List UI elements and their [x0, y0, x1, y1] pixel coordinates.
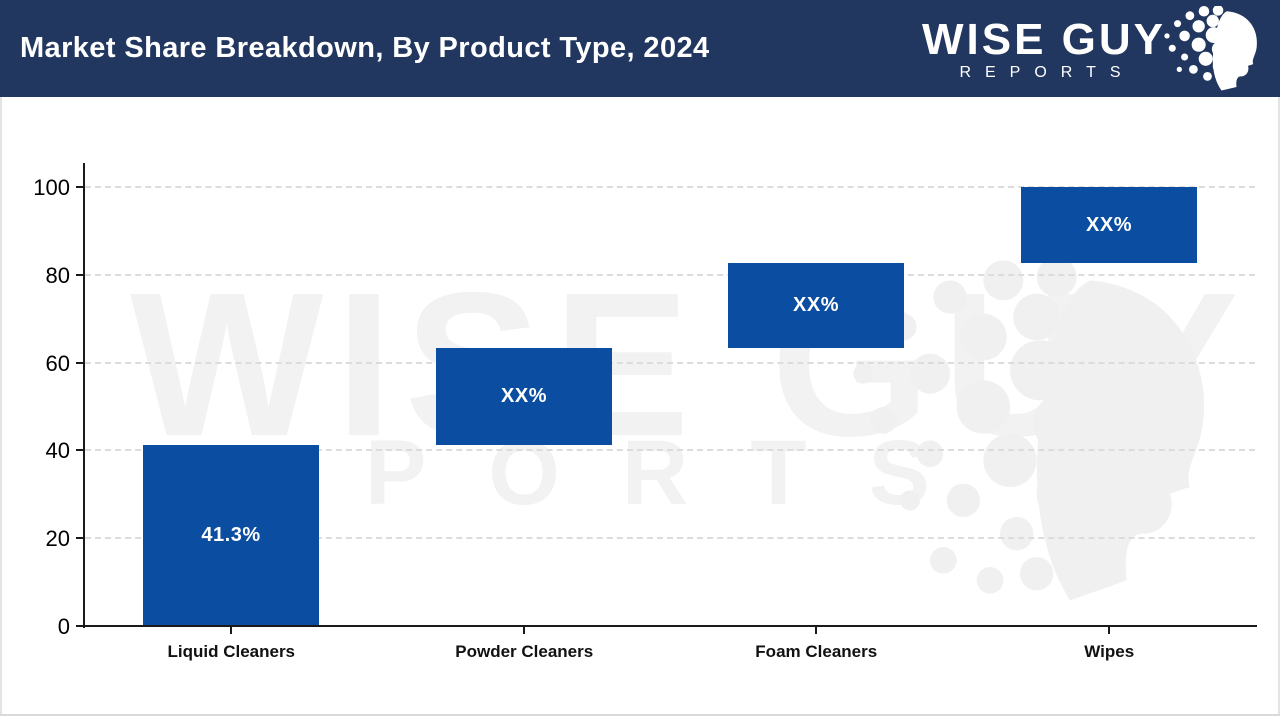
y-gridline: [85, 185, 1255, 188]
x-tick: [815, 626, 817, 634]
bar-value-label: XX%: [793, 294, 839, 316]
y-tick-label: 40: [45, 438, 70, 464]
y-axis-line: [83, 163, 85, 628]
x-tick-label: Wipes: [1084, 642, 1135, 661]
bottom-divider: [0, 714, 1280, 716]
x-tick-label: Liquid Cleaners: [167, 642, 296, 661]
left-edge-rule: [0, 97, 2, 716]
watermark-head-icon: [853, 257, 1205, 601]
y-tick-label: 60: [45, 350, 70, 376]
y-tick: [76, 273, 84, 276]
x-tick: [523, 626, 525, 634]
x-tick-label: Powder Cleaners: [455, 642, 594, 661]
y-tick: [76, 449, 84, 452]
logo-subtitle: REPORTS: [959, 64, 1135, 81]
bar-value-label: XX%: [501, 385, 547, 407]
y-gridline: [85, 449, 1255, 452]
y-tick-label: 20: [45, 526, 70, 552]
bar-value-label: XX%: [1086, 213, 1132, 236]
x-axis-line: [83, 625, 1257, 627]
x-tick: [1108, 626, 1110, 634]
bar-value-label: 41.3%: [201, 524, 261, 546]
page-title: Market Share Breakdown, By Product Type,…: [20, 32, 710, 64]
y-tick-label: 0: [57, 614, 70, 639]
y-gridline: [85, 273, 1255, 276]
bar-foam-cleaners: XX%: [728, 263, 904, 348]
header-bar: Market Share Breakdown, By Product Type,…: [0, 0, 1280, 97]
logo-wordmark: WISE GUY: [921, 15, 1166, 64]
x-tick: [230, 626, 232, 634]
right-edge-rule: [1278, 97, 1280, 716]
wiseguy-head-icon: [1164, 6, 1257, 91]
x-tick-label: Foam Cleaners: [755, 642, 878, 661]
wiseguy-logo: WISE GUY REPORTS: [922, 6, 1270, 94]
y-tick: [76, 537, 84, 540]
waterfall-chart: WISE GUY PORTS 0 20 40 60 80 100 41.3% Liquid C…: [0, 97, 1280, 720]
y-tick: [76, 185, 84, 188]
bar-liquid-cleaners: 41.3%: [143, 445, 319, 626]
y-tick-label: 100: [33, 174, 70, 200]
y-gridline: [85, 361, 1255, 364]
y-tick: [76, 625, 84, 627]
bar-powder-cleaners: XX%: [436, 348, 612, 445]
bar-wipes: XX%: [1021, 187, 1197, 263]
logo-text: WISE GUY REPORTS: [922, 18, 1166, 82]
y-tick-label: 80: [45, 262, 70, 288]
y-tick: [76, 361, 84, 364]
y-gridline: [85, 537, 1255, 540]
